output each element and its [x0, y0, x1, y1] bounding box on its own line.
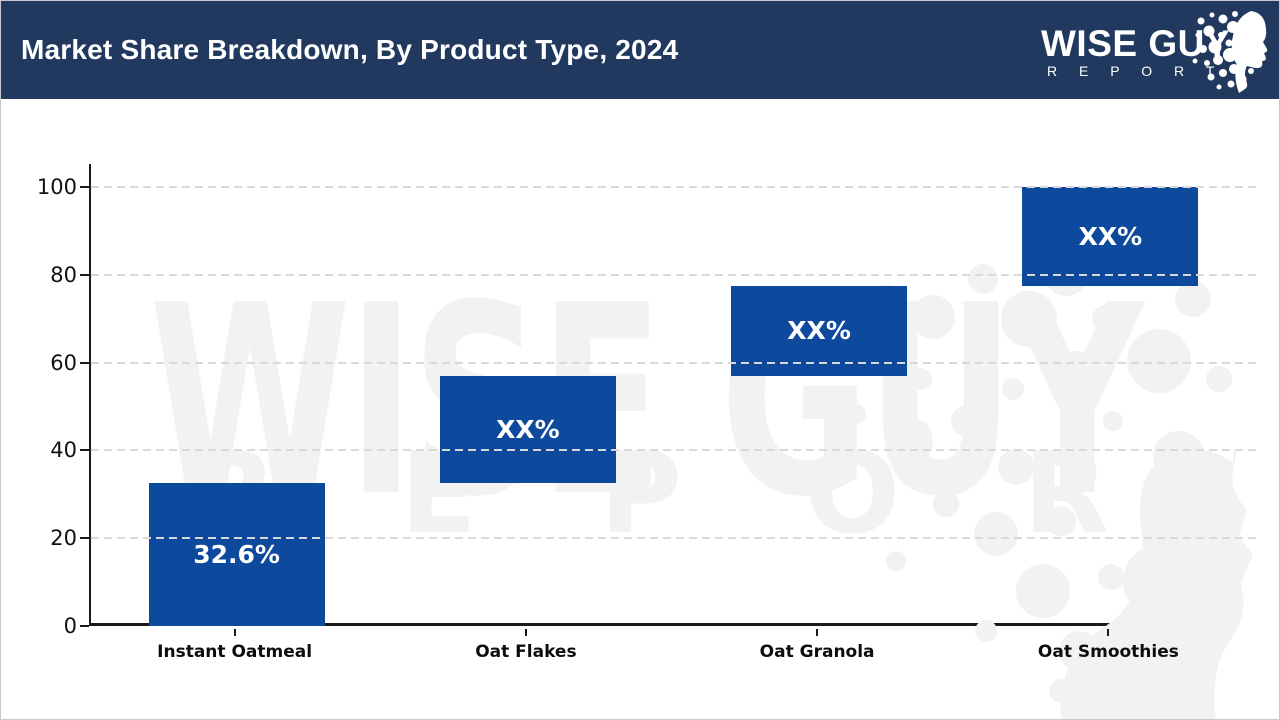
y-axis-tick — [80, 185, 89, 188]
x-axis-tick — [524, 629, 527, 636]
logo-head-icon — [1192, 11, 1268, 93]
logo-wordmark: WISE GUY — [1041, 23, 1231, 64]
gridline — [91, 537, 1256, 540]
y-axis-tick — [80, 273, 89, 276]
bar-value-label: XX% — [1078, 221, 1143, 251]
gridline — [91, 449, 1256, 452]
y-axis-tick-label: 60 — [50, 350, 77, 375]
bar-segment: XX% — [1022, 186, 1199, 287]
chart-area: 32.6% XX% XX% XX% Instant Oatmeal Oat Flakes… — [1, 99, 1279, 719]
y-axis-tick — [80, 537, 89, 540]
y-axis-tick — [80, 361, 89, 364]
x-axis-category-label: Oat Flakes — [475, 642, 577, 662]
y-axis-tick-label: 100 — [36, 174, 77, 199]
bar-value-label: XX% — [496, 414, 560, 444]
x-axis-category-label: Instant Oatmeal — [157, 642, 313, 662]
gridline — [91, 273, 1256, 276]
plot-region: 32.6% XX% XX% XX% — [89, 164, 1256, 626]
bar-segment: XX% — [439, 375, 616, 483]
page-title: Market Share Breakdown, By Product Type,… — [21, 34, 679, 65]
y-axis-tick — [80, 625, 89, 627]
x-axis-tick — [816, 629, 819, 636]
bar-segment: XX% — [731, 286, 908, 376]
y-axis-tick — [80, 449, 89, 452]
y-axis-tick-label: 40 — [50, 438, 77, 463]
y-axis-tick-label: 20 — [50, 526, 77, 551]
x-axis-tick — [1107, 629, 1110, 636]
wise-guy-reports-logo: WISE GUY R E P O R T S — [1005, 5, 1275, 95]
y-axis-tick-label: 80 — [50, 262, 77, 287]
gridline — [91, 361, 1256, 364]
x-axis-category-label: Oat Granola — [759, 642, 875, 662]
x-axis-tick — [233, 629, 236, 636]
header-band: Market Share Breakdown, By Product Type,… — [1, 1, 1279, 99]
watermark-head-icon — [827, 252, 1279, 719]
bar-segment: 32.6% — [148, 482, 325, 626]
y-axis-tick-label: 0 — [63, 614, 77, 638]
logo-subtitle: R E P O R T S — [1047, 63, 1255, 79]
bar-value-label: 32.6% — [193, 539, 280, 569]
x-axis-category-label: Oat Smoothies — [1037, 642, 1179, 662]
gridline — [91, 185, 1256, 188]
bar-value-label: XX% — [787, 316, 851, 346]
